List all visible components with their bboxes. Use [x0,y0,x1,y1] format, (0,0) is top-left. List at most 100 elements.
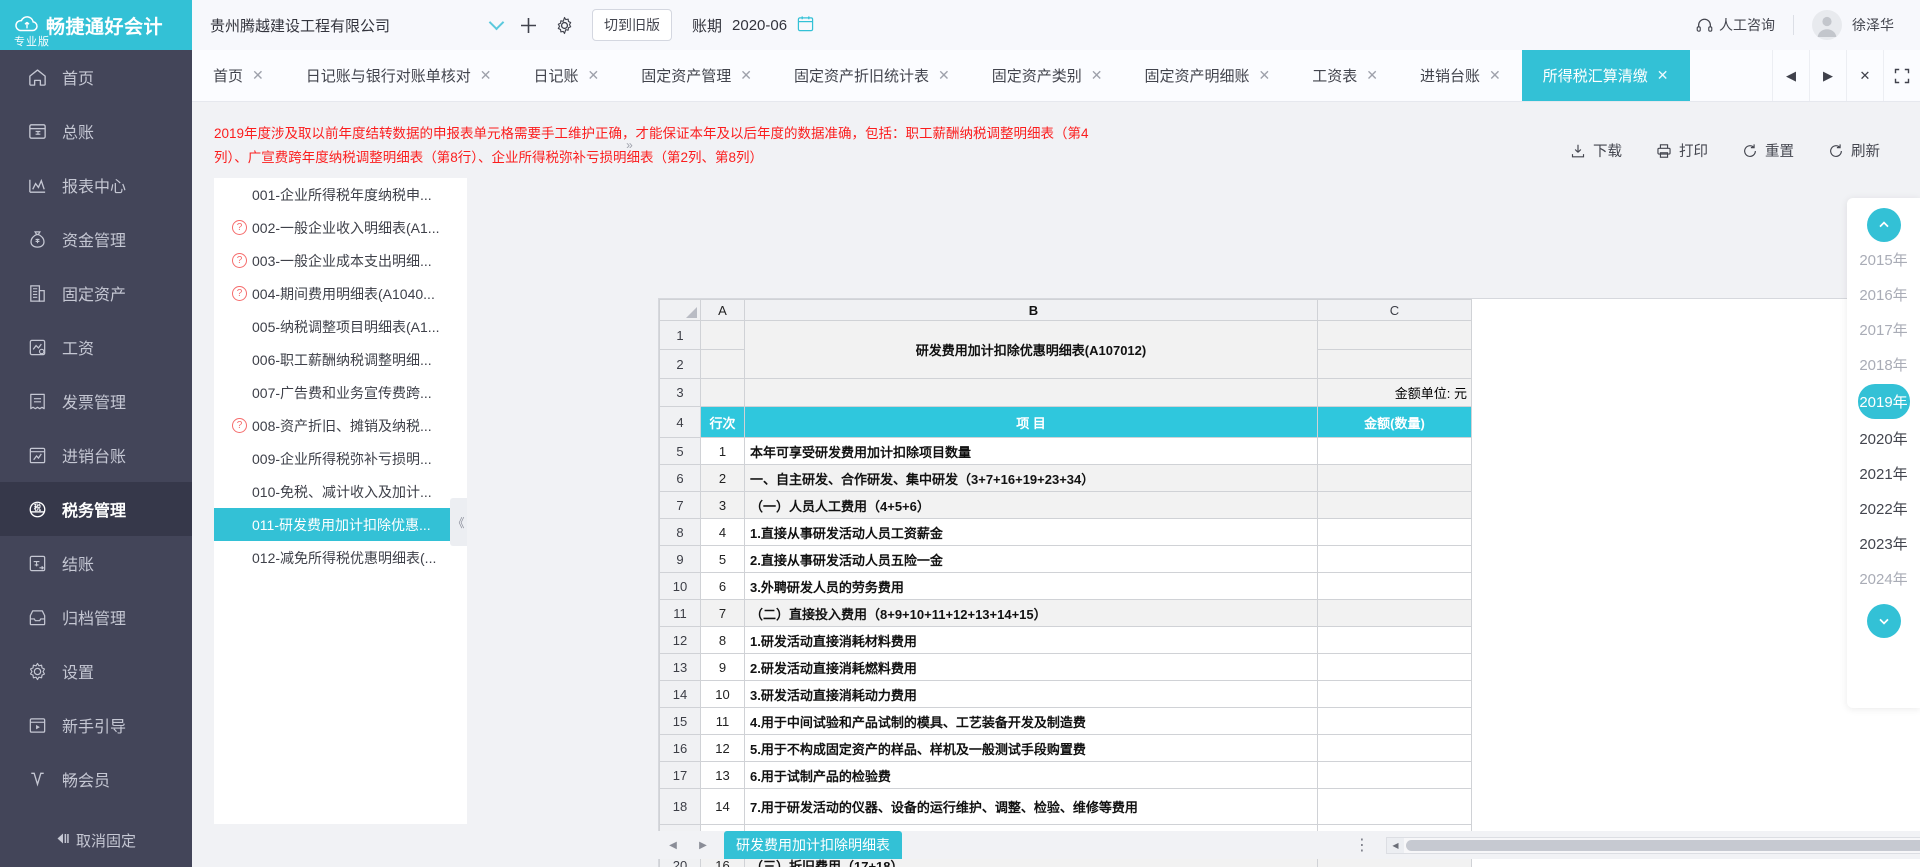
form-list-item-selected[interactable]: 011-研发费用加计扣除优惠... [214,508,467,541]
sidebar-item-ledger[interactable]: 总账 [0,104,192,158]
amount-cell[interactable] [1317,464,1472,492]
row-header[interactable]: 18 [659,788,701,825]
tab-fixed-asset-category[interactable]: 固定资产类别 ✕ [971,50,1124,101]
year-item[interactable]: 2015年 [1859,252,1908,269]
company-selector[interactable]: 贵州腾越建设工程有限公司 [210,14,510,36]
human-service-link[interactable]: 人工咨询 [1696,15,1775,35]
sidebar-item-archive[interactable]: 归档管理 [0,590,192,644]
row-number-cell[interactable]: 8 [700,626,745,654]
add-button[interactable] [510,7,546,43]
item-cell[interactable]: 1.直接从事研发活动人员工资薪金 [744,518,1318,546]
close-all-tabs-button[interactable]: ✕ [1846,50,1883,101]
row-number-cell[interactable]: 14 [700,788,745,825]
year-item-selected[interactable]: 2019年 [1857,384,1910,419]
cell-a3[interactable] [700,378,745,407]
tab-payroll-sheet[interactable]: 工资表 ✕ [1291,50,1399,101]
sidebar-item-closing[interactable]: 结账 [0,536,192,590]
tab-journal[interactable]: 日记账 ✕ [513,50,621,101]
year-scroll-up-button[interactable] [1866,208,1901,242]
close-icon[interactable]: ✕ [740,67,752,83]
amount-cell[interactable] [1317,680,1472,708]
sidebar-item-tax[interactable]: 税 税务管理 [0,482,192,536]
fullscreen-icon[interactable] [1883,50,1920,101]
app-logo[interactable]: 畅捷通好会计 专业版 [0,0,192,50]
row-header[interactable]: 6 [659,464,701,492]
download-button[interactable]: 下载 [1570,140,1622,161]
amount-cell[interactable] [1317,491,1472,519]
period-value[interactable]: 2020-06 [732,16,788,34]
form-list-item[interactable]: 009-企业所得税弥补亏损明... [214,442,467,475]
tab-stock-ledger[interactable]: 进销台账 ✕ [1399,50,1522,101]
row-number-cell[interactable]: 3 [700,491,745,519]
amount-cell[interactable] [1317,707,1472,735]
tab-journal-bank-reconcile[interactable]: 日记账与银行对账单核对 ✕ [285,50,513,101]
hscroll-left-button[interactable]: ◀ [1387,837,1404,853]
sheet-more-options-icon[interactable]: ⋮ [1354,837,1372,854]
sheet-tab[interactable]: 研发费用加计扣除明细表 [724,831,902,859]
row-header[interactable]: 10 [659,572,701,600]
calendar-icon[interactable] [797,15,814,36]
select-all-corner[interactable] [659,299,701,321]
spreadsheet[interactable]: A B C 1 研发费用加计扣除优惠明细表(A107012) 2 3 [658,298,1920,867]
item-cell[interactable]: 一、自主研发、合作研发、集中研发（3+7+16+19+23+34） [744,464,1318,492]
cell-c1[interactable] [1317,320,1472,350]
header-item[interactable]: 项 目 [744,406,1318,438]
year-item[interactable]: 2016年 [1859,287,1908,304]
year-item[interactable]: 2020年 [1859,431,1908,448]
header-row-number[interactable]: 行次 [700,406,745,438]
row-header[interactable]: 13 [659,653,701,681]
tab-fixed-asset-detail-ledger[interactable]: 固定资产明细账 ✕ [1124,50,1292,101]
cell-b3[interactable] [744,378,1318,407]
row-number-cell[interactable]: 1 [700,437,745,465]
row-number-cell[interactable]: 7 [700,599,745,627]
sidebar-item-vip[interactable]: 畅会员 [0,752,192,806]
horizontal-scrollbar[interactable]: ◀ ▶ [1386,836,1920,854]
close-icon[interactable]: ✕ [1366,67,1378,83]
sidebar-item-invoice[interactable]: 发票管理 [0,374,192,428]
row-header[interactable]: 2 [659,349,701,379]
sidebar-item-home[interactable]: 首页 [0,50,192,104]
sidebar-item-settings[interactable]: 设置 [0,644,192,698]
close-icon[interactable]: ✕ [1090,67,1103,83]
close-icon[interactable]: ✕ [1258,67,1271,83]
horizontal-scroll-thumb[interactable] [1406,839,1920,851]
amount-cell[interactable] [1317,734,1472,762]
expand-panel-chevron[interactable]: » [626,138,633,152]
year-item[interactable]: 2022年 [1859,501,1908,518]
item-cell[interactable]: 5.用于不构成固定资产的样品、样机及一般测试手段购置费 [744,734,1318,762]
row-number-cell[interactable]: 12 [700,734,745,762]
sidebar-item-funds[interactable]: 资金管理 [0,212,192,266]
unpin-sidebar-button[interactable]: 取消固定 [0,813,192,867]
row-number-cell[interactable]: 9 [700,653,745,681]
tab-fixed-asset-depreciation-stats[interactable]: 固定资产折旧统计表 ✕ [773,50,971,101]
cell-c2[interactable] [1317,349,1472,379]
item-cell[interactable]: （二）直接投入费用（8+9+10+11+12+13+14+15） [744,599,1318,627]
form-list-item[interactable]: ? 003-一般企业成本支出明细... [214,244,467,277]
sheet-prev-button[interactable]: ◀ [669,839,677,851]
close-icon[interactable]: ✕ [252,67,264,83]
form-list-item[interactable]: ? 008-资产折旧、摊销及纳税... [214,409,467,442]
row-number-cell[interactable]: 13 [700,761,745,789]
row-header[interactable]: 16 [659,734,701,762]
switch-old-version-button[interactable]: 切到旧版 [592,9,672,41]
year-item[interactable]: 2017年 [1859,322,1908,339]
amount-cell[interactable] [1317,653,1472,681]
amount-cell[interactable] [1317,572,1472,600]
amount-cell[interactable] [1317,518,1472,546]
row-header[interactable]: 3 [659,378,701,407]
tab-home[interactable]: 首页 ✕ [192,50,285,101]
row-number-cell[interactable]: 5 [700,545,745,573]
item-cell[interactable]: 6.用于试制产品的检验费 [744,761,1318,789]
row-header[interactable]: 8 [659,518,701,546]
settings-gear-icon[interactable] [546,7,582,43]
row-header[interactable]: 5 [659,437,701,465]
form-list-item[interactable]: ? 002-一般企业收入明细表(A1... [214,211,467,244]
reset-button[interactable]: 重置 [1742,140,1794,161]
column-header-a[interactable]: A [700,299,745,321]
sheet-next-button[interactable]: ▶ [699,839,707,851]
item-cell[interactable]: 2.研发活动直接消耗燃料费用 [744,653,1318,681]
row-header[interactable]: 7 [659,491,701,519]
item-cell[interactable]: 3.研发活动直接消耗动力费用 [744,680,1318,708]
cell-a1[interactable] [700,320,745,350]
row-header[interactable]: 4 [659,406,701,438]
